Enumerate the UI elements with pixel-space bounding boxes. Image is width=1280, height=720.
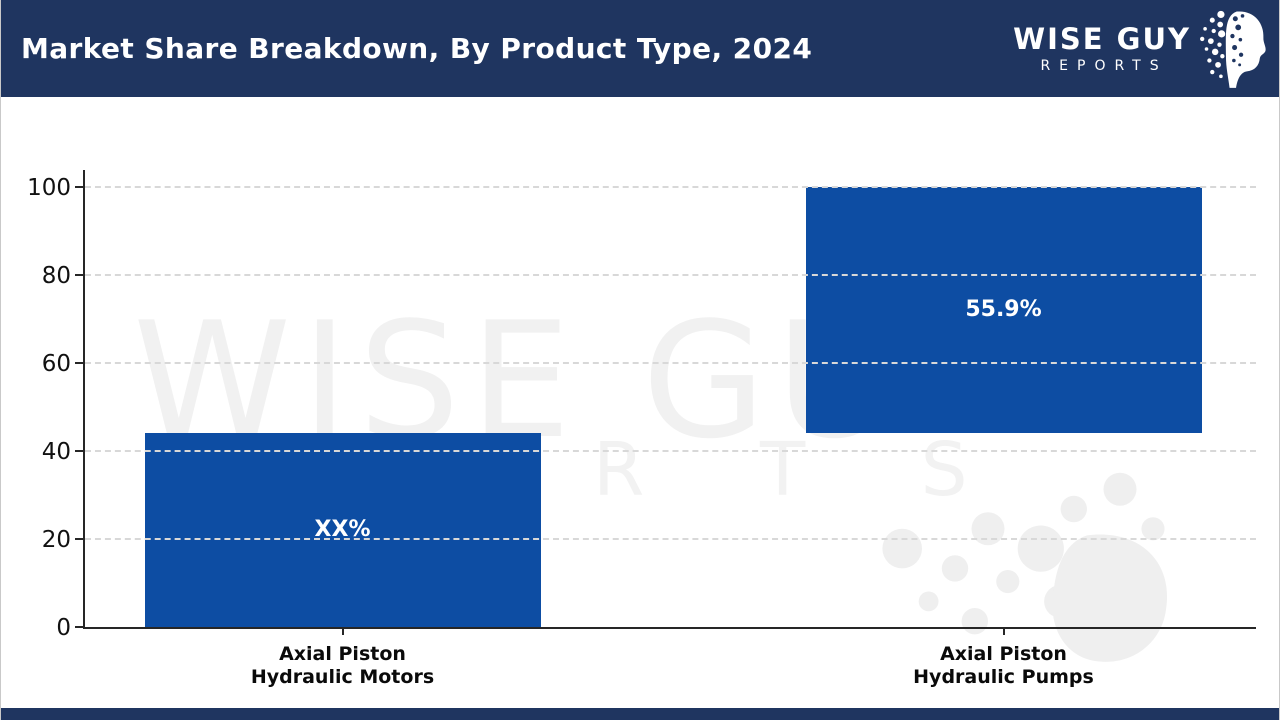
y-tick-label: 0 [56, 615, 71, 641]
plot-area: 0 20 40 60 80 100 XX% Axial Piston Hydraulic Mot… [27, 170, 1256, 688]
y-tick-mark [75, 450, 83, 452]
y-tick-label: 100 [27, 175, 71, 201]
y-tick-mark [75, 538, 83, 540]
y-tick-mark [75, 362, 83, 364]
bar: 55.9% [805, 187, 1202, 433]
logo-subtitle: REPORTS [1040, 57, 1168, 74]
logo-wordmark: WISE GUY [1013, 21, 1191, 56]
x-tick-mark [341, 627, 344, 635]
logo-face-icon [1200, 10, 1266, 88]
x-axis-category-label: Axial Piston Hydraulic Pumps [913, 643, 1094, 688]
gridline [85, 274, 1256, 276]
header-bar: Market Share Breakdown, By Product Type,… [1, 0, 1279, 97]
footer-bar [1, 708, 1279, 720]
logo-text: WISE GUY REPORTS [1013, 21, 1191, 74]
gridline [85, 362, 1256, 364]
y-tick-label: 40 [41, 439, 71, 465]
y-tick-label: 20 [41, 527, 71, 553]
bar-value-label: 55.9% [965, 297, 1042, 323]
wise-guy-logo: WISE GUY REPORTS [1013, 7, 1267, 91]
gridline [85, 450, 1256, 452]
y-tick-mark [75, 186, 83, 188]
watermark-face-icon [882, 472, 1168, 662]
chart-title: Market Share Breakdown, By Product Type,… [21, 32, 813, 65]
x-axis-category-label: Axial Piston Hydraulic Motors [250, 643, 435, 688]
bar: XX% [144, 432, 541, 627]
y-tick-label: 60 [41, 351, 71, 377]
y-tick-mark [75, 626, 83, 628]
y-tick-label: 80 [41, 263, 71, 289]
y-tick-mark [75, 274, 83, 276]
gridline [85, 186, 1256, 188]
x-tick-mark [1002, 627, 1005, 635]
watermark-text-2: R T S [593, 427, 1014, 513]
gridline [85, 538, 1256, 540]
